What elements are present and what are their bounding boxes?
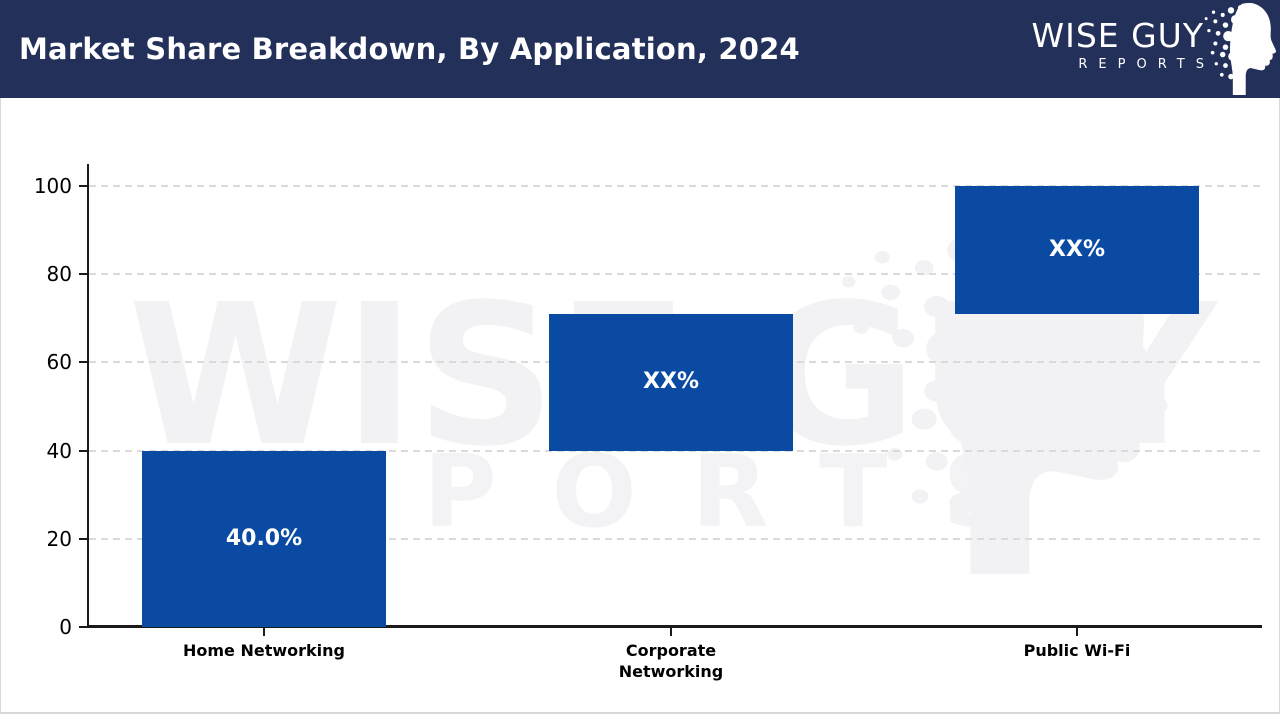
y-tick-mark <box>79 449 87 452</box>
x-tick-mark <box>1076 628 1078 636</box>
logo-name: WISE GUY <box>1031 16 1204 55</box>
y-tick-mark <box>79 361 87 364</box>
y-tick-mark <box>79 626 87 628</box>
y-tick-label: 40 <box>46 438 72 463</box>
y-tick-label: 100 <box>33 174 72 198</box>
bar-segment <box>549 313 793 451</box>
y-tick-label: 20 <box>46 526 72 551</box>
y-tick-mark <box>79 537 87 540</box>
bar-value-label: XX% <box>643 369 699 395</box>
bar-value-label: XX% <box>1049 236 1105 262</box>
dot-face-logo-icon <box>1204 3 1277 95</box>
x-category-label: Corporate Networking <box>618 641 724 681</box>
y-gridline <box>89 273 1262 276</box>
x-tick-mark <box>670 628 672 636</box>
y-tick-mark <box>79 185 87 187</box>
x-tick-mark <box>263 628 265 636</box>
y-axis-line <box>87 164 89 628</box>
y-gridline <box>89 449 1262 452</box>
header-bar: Market Share Breakdown, By Application, … <box>0 0 1280 98</box>
logo-text: WISE GUY REPORTS <box>1031 16 1204 73</box>
y-gridline <box>89 185 1262 187</box>
x-axis-line <box>87 625 1262 628</box>
y-tick-label: 60 <box>46 350 72 375</box>
wise-guy-logo: WISE GUY REPORTS <box>1000 0 1280 98</box>
logo-tagline: REPORTS <box>1078 57 1215 72</box>
y-tick-mark <box>79 273 87 276</box>
bar-value-label: 40.0% <box>225 525 303 551</box>
chart-title: Market Share Breakdown, By Application, … <box>19 32 800 66</box>
y-tick-label: 80 <box>46 262 72 287</box>
bar-segment <box>142 450 386 627</box>
x-category-label: Home Networking <box>183 641 345 660</box>
y-tick-label: 0 <box>59 615 72 639</box>
y-gridline <box>89 537 1262 540</box>
x-category-label: Public Wi-Fi <box>1023 641 1131 660</box>
